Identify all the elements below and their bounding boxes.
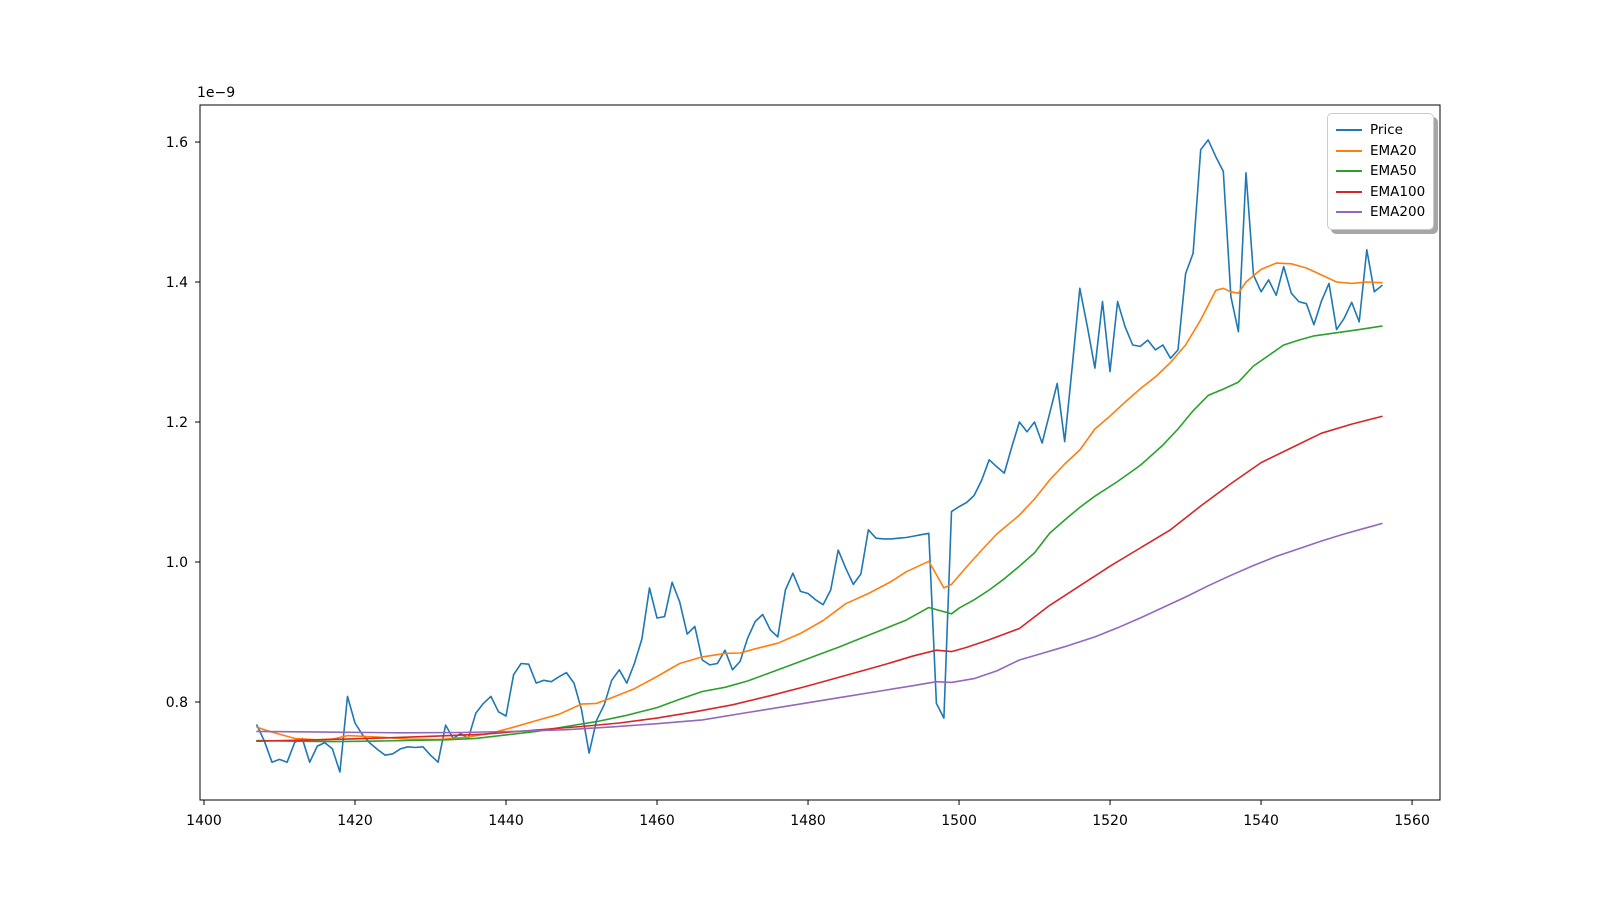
legend-line-sample (1336, 190, 1362, 193)
x-tick-label: 1500 (941, 813, 977, 829)
y-tick-label: 0.8 (166, 695, 188, 711)
series-line-ema100 (256, 415, 1383, 743)
series-line-price (256, 139, 1383, 773)
series-line-ema50 (256, 325, 1383, 743)
x-tick-label: 1440 (488, 813, 524, 829)
legend-label: EMA100 (1370, 183, 1426, 200)
y-tick-label: 1.4 (166, 275, 188, 291)
legend: Price EMA20 EMA50 EMA100 EMA200 (1327, 113, 1435, 230)
legend-label: EMA50 (1370, 163, 1417, 180)
legend-line-sample (1336, 170, 1362, 173)
series-line-ema200 (256, 522, 1383, 734)
legend-item-ema20: EMA20 (1336, 141, 1425, 162)
x-tick-label: 1540 (1243, 813, 1279, 829)
axes-frame (199, 104, 1441, 801)
y-tick-label: 1.6 (166, 135, 188, 151)
y-tick-label: 1.0 (166, 555, 188, 571)
legend-item-ema100: EMA100 (1336, 182, 1425, 203)
series-lines (256, 139, 1383, 773)
series-line-ema20 (256, 262, 1383, 741)
legend-label: EMA20 (1370, 142, 1417, 159)
y-tick-label: 1.2 (166, 415, 188, 431)
x-tick-label: 1560 (1394, 813, 1430, 829)
x-tick-label: 1460 (639, 813, 675, 829)
legend-line-sample (1336, 129, 1362, 132)
x-tick-label: 1400 (186, 813, 222, 829)
x-tick-label: 1520 (1092, 813, 1128, 829)
legend-label: EMA200 (1370, 204, 1426, 221)
x-tick-label: 1480 (790, 813, 826, 829)
legend-line-sample (1336, 211, 1362, 214)
legend-item-price: Price (1336, 120, 1425, 141)
legend-label: Price (1370, 122, 1403, 139)
legend-item-ema50: EMA50 (1336, 161, 1425, 182)
y-axis-offset-label: 1e−9 (197, 85, 236, 101)
legend-item-ema200: EMA200 (1336, 202, 1425, 223)
x-tick-label: 1420 (337, 813, 373, 829)
legend-line-sample (1336, 149, 1362, 152)
